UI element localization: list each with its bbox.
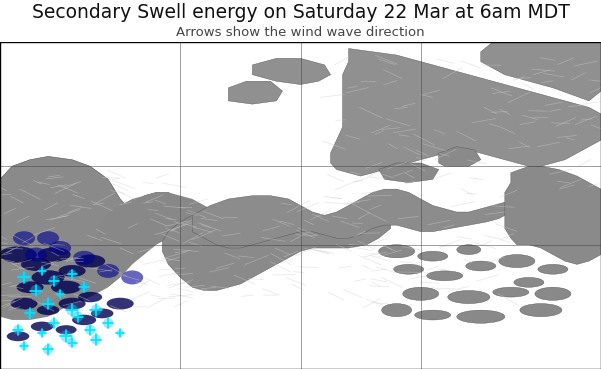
Ellipse shape (73, 312, 83, 322)
Ellipse shape (55, 325, 77, 334)
Ellipse shape (117, 329, 124, 337)
Ellipse shape (379, 245, 415, 258)
Text: Arrows show the wind wave direction: Arrows show the wind wave direction (176, 26, 425, 39)
Ellipse shape (394, 264, 424, 274)
Ellipse shape (97, 264, 119, 278)
Ellipse shape (68, 338, 76, 347)
Ellipse shape (56, 290, 64, 298)
Ellipse shape (11, 298, 37, 310)
Ellipse shape (520, 304, 562, 317)
Ellipse shape (72, 315, 96, 325)
Ellipse shape (49, 241, 71, 255)
Ellipse shape (38, 330, 46, 337)
Ellipse shape (448, 290, 490, 304)
Ellipse shape (538, 264, 568, 274)
Ellipse shape (91, 304, 102, 316)
Ellipse shape (493, 287, 529, 297)
Ellipse shape (107, 298, 133, 310)
Ellipse shape (403, 287, 439, 300)
Ellipse shape (31, 270, 65, 284)
Ellipse shape (79, 282, 90, 293)
Ellipse shape (18, 272, 30, 283)
Ellipse shape (31, 322, 53, 331)
Ellipse shape (73, 251, 95, 265)
Polygon shape (162, 212, 391, 290)
Ellipse shape (66, 304, 78, 316)
Polygon shape (481, 42, 601, 101)
Polygon shape (252, 58, 331, 85)
Polygon shape (228, 81, 282, 104)
Ellipse shape (7, 331, 29, 341)
Ellipse shape (457, 245, 481, 255)
Ellipse shape (85, 325, 96, 335)
Ellipse shape (13, 231, 35, 245)
Ellipse shape (535, 287, 571, 300)
Ellipse shape (418, 251, 448, 261)
Ellipse shape (49, 318, 59, 328)
Ellipse shape (58, 298, 85, 310)
Ellipse shape (37, 305, 59, 315)
Ellipse shape (121, 270, 143, 284)
Ellipse shape (37, 247, 71, 262)
Ellipse shape (43, 298, 53, 309)
Polygon shape (0, 192, 216, 320)
Ellipse shape (49, 276, 59, 286)
Polygon shape (192, 189, 511, 248)
Ellipse shape (103, 318, 114, 328)
Ellipse shape (43, 344, 53, 355)
Ellipse shape (13, 325, 23, 335)
Ellipse shape (31, 285, 41, 296)
Ellipse shape (427, 271, 463, 281)
Ellipse shape (58, 265, 85, 277)
Polygon shape (379, 163, 439, 183)
Ellipse shape (415, 310, 451, 320)
Ellipse shape (78, 292, 102, 302)
Ellipse shape (38, 267, 46, 275)
Ellipse shape (51, 281, 81, 294)
Ellipse shape (0, 246, 37, 263)
Ellipse shape (499, 255, 535, 268)
Polygon shape (505, 166, 601, 264)
Ellipse shape (75, 255, 105, 268)
Ellipse shape (60, 331, 72, 342)
Polygon shape (439, 146, 481, 166)
Ellipse shape (514, 277, 544, 287)
Ellipse shape (91, 308, 114, 318)
Text: Secondary Swell energy on Saturday 22 Mar at 6am MDT: Secondary Swell energy on Saturday 22 Ma… (32, 3, 569, 22)
Ellipse shape (21, 258, 51, 271)
Ellipse shape (25, 248, 47, 262)
Ellipse shape (466, 261, 496, 271)
Ellipse shape (457, 310, 505, 323)
Ellipse shape (37, 231, 59, 245)
Ellipse shape (91, 334, 102, 345)
Ellipse shape (20, 342, 28, 350)
Ellipse shape (382, 304, 412, 317)
Ellipse shape (17, 282, 43, 293)
Polygon shape (331, 49, 601, 176)
Polygon shape (0, 156, 198, 310)
Ellipse shape (67, 270, 77, 279)
Ellipse shape (25, 308, 35, 318)
